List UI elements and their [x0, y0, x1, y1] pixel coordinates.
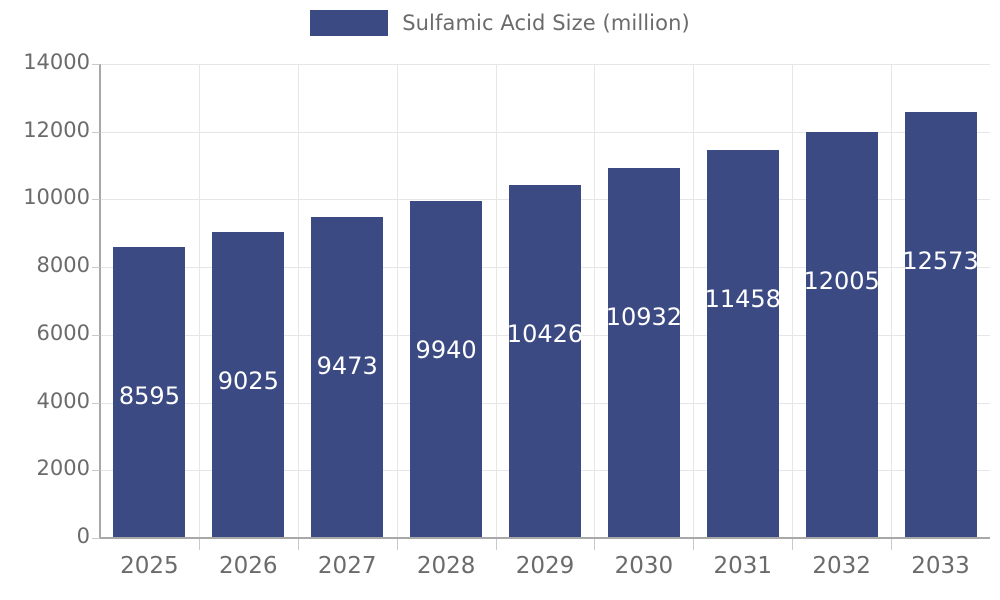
y-tick-mark [92, 470, 100, 472]
y-tick-label: 2000 [36, 456, 90, 481]
bar-2031[interactable] [706, 150, 779, 538]
y-gridline [100, 131, 990, 133]
x-tick-mark [396, 539, 398, 550]
y-tick-mark [92, 538, 100, 539]
y-tick-label: 6000 [36, 320, 90, 345]
bar-2030[interactable] [607, 167, 680, 538]
x-tick-label-2028: 2028 [416, 553, 476, 579]
x-axis-spine [99, 537, 990, 539]
plot-area: 8595 9025 9473 9940 10426 10932 11458 12005 1257… [100, 64, 990, 539]
bar-2032[interactable] [805, 131, 878, 538]
x-tick-mark [693, 539, 695, 550]
x-tick-label-2031: 2031 [713, 553, 773, 579]
y-tick-label: 12000 [23, 117, 90, 142]
x-tick-mark [891, 539, 893, 550]
y-gridline [100, 64, 990, 65]
y-tick-label: 0 [76, 524, 90, 548]
legend-item-sulfamic-acid-size[interactable]: Sulfamic Acid Size (million) [310, 10, 690, 36]
x-tick-label-2025: 2025 [120, 553, 179, 579]
x-gridline [396, 64, 398, 538]
y-tick-label: 4000 [36, 388, 90, 413]
x-tick-label-2026: 2026 [219, 553, 278, 579]
x-gridline [198, 64, 200, 538]
bar-2027[interactable] [311, 217, 384, 538]
bar-2026[interactable] [212, 232, 285, 538]
x-gridline [594, 64, 596, 538]
x-gridline [891, 64, 893, 538]
y-tick-mark [92, 64, 100, 65]
x-gridline [693, 64, 695, 538]
bar-2025[interactable] [113, 246, 186, 538]
y-tick-mark [92, 267, 100, 269]
bar-2028[interactable] [410, 201, 483, 538]
y-axis-spine [99, 64, 101, 538]
x-tick-label-2029: 2029 [515, 553, 575, 579]
x-tick-mark [495, 539, 497, 550]
chart-legend: Sulfamic Acid Size (million) [0, 10, 1000, 36]
legend-color-swatch [310, 10, 389, 36]
x-tick-label-2027: 2027 [317, 553, 377, 579]
x-tick-mark [297, 539, 299, 550]
y-tick-label: 10000 [23, 185, 90, 210]
bar-2029[interactable] [509, 185, 581, 538]
legend-label: Sulfamic Acid Size (million) [402, 11, 690, 35]
y-tick-mark [92, 199, 100, 201]
x-gridline [297, 64, 299, 538]
y-tick-mark [92, 131, 100, 133]
x-gridline [792, 64, 794, 538]
x-gridline [495, 64, 497, 538]
bar-2033[interactable] [904, 112, 977, 538]
x-tick-mark [792, 539, 794, 550]
y-tick-mark [92, 334, 100, 336]
x-tick-label-2032: 2032 [812, 553, 871, 579]
x-tick-mark [198, 539, 200, 550]
y-tick-label: 8000 [36, 253, 90, 278]
x-tick-label-2030: 2030 [614, 553, 674, 579]
x-tick-label-2033: 2033 [911, 553, 970, 579]
x-tick-mark [594, 539, 596, 550]
y-tick-mark [92, 402, 100, 404]
y-tick-label: 14000 [23, 50, 90, 74]
